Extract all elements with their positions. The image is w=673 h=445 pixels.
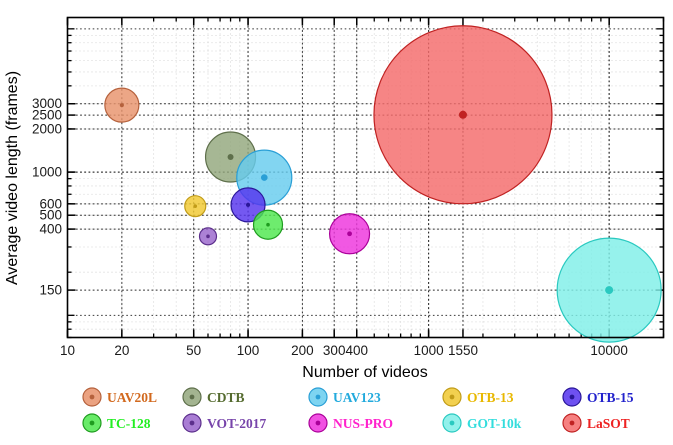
legend-label: OTB-13: [467, 390, 514, 405]
data-point-got-10k: [556, 237, 662, 343]
legend-label: VOT-2017: [207, 416, 266, 431]
data-point-center: [605, 286, 614, 295]
y-axis-title: Average video length (frames): [4, 71, 21, 285]
data-point-center: [246, 202, 251, 207]
data-point-otb-15: [230, 187, 266, 223]
y-tick-label: 150: [39, 283, 62, 298]
y-tick-label: 2500: [32, 108, 62, 123]
x-tick-label: 20: [114, 343, 129, 358]
legend-marker-center: [569, 420, 575, 426]
legend-item-got-10k[interactable]: GOT-10k: [442, 413, 522, 433]
legend-marker-center: [315, 394, 321, 400]
data-point-vot-2017: [198, 227, 218, 246]
y-tick-label: 600: [39, 196, 62, 211]
y-tick-label: 2000: [32, 121, 62, 136]
x-tick-label: 50: [186, 343, 201, 358]
x-tick-label: 100: [237, 343, 260, 358]
data-point-center: [193, 204, 198, 208]
chart-legend: UAV20L CDTB UAV123 OTB-13 OTB-15 TC-128 VOT-20…: [82, 387, 634, 433]
legend-marker-center: [449, 394, 455, 400]
y-tick-label: 1000: [32, 165, 62, 180]
legend-label: LaSOT: [587, 416, 630, 431]
x-axis-title: Number of videos: [302, 364, 427, 381]
legend-marker-center: [449, 420, 455, 426]
legend-marker-center: [189, 420, 195, 426]
legend-marker-center: [189, 394, 195, 400]
legend-item-otb-15[interactable]: OTB-15: [562, 387, 634, 407]
data-points: [104, 25, 662, 343]
data-point-center: [458, 110, 467, 119]
x-tick-label: 10: [60, 343, 75, 358]
legend-item-tc-128[interactable]: TC-128: [82, 413, 151, 433]
data-point-center: [266, 222, 270, 227]
legend-item-nus-pro[interactable]: NUS-PRO: [308, 413, 393, 433]
data-point-otb-13: [184, 195, 207, 218]
x-tick-label: 1550: [448, 343, 478, 358]
legend-label: NUS-PRO: [333, 416, 393, 431]
legend-item-uav123[interactable]: UAV123: [308, 387, 381, 407]
legend-item-lasot[interactable]: LaSOT: [562, 413, 630, 433]
y-tick-label: 500: [39, 208, 62, 223]
y-tick-label: 400: [39, 222, 62, 237]
axis-frame: [66, 16, 665, 339]
legend-label: GOT-10k: [467, 416, 522, 431]
data-point-center: [119, 103, 124, 108]
legend-item-otb-13[interactable]: OTB-13: [442, 387, 514, 407]
legend-label: TC-128: [107, 416, 151, 431]
data-point-center: [206, 234, 210, 239]
x-tick-label: 10000: [590, 343, 628, 358]
x-tick-label: 400: [345, 343, 368, 358]
data-point-center: [227, 154, 234, 161]
legend-label: UAV123: [333, 390, 381, 405]
tick-labels: 10 20 50 100 200 300 400 1000 1550 10000300025002…: [32, 96, 628, 358]
legend-marker-center: [569, 394, 575, 400]
x-tick-label: 300: [323, 343, 346, 358]
data-point-center: [347, 231, 352, 237]
legend-label: OTB-15: [587, 390, 634, 405]
legend-label: CDTB: [207, 390, 245, 405]
legend-marker-center: [89, 394, 95, 400]
data-point-uav20l: [104, 87, 140, 123]
x-tick-label: 1000: [414, 343, 444, 358]
data-point-tc-128: [252, 209, 284, 240]
legend-item-uav20l[interactable]: UAV20L: [82, 387, 157, 407]
legend-item-vot-2017[interactable]: VOT-2017: [182, 413, 266, 433]
data-point-nus-pro: [328, 213, 371, 255]
data-point-center: [260, 174, 268, 181]
y-tick-label: 3000: [32, 96, 62, 111]
x-tick-label: 200: [291, 343, 314, 358]
legend-item-cdtb[interactable]: CDTB: [182, 387, 245, 407]
legend-marker-center: [315, 420, 321, 426]
data-point-lasot: [373, 25, 553, 205]
legend-marker-center: [89, 420, 95, 426]
legend-label: UAV20L: [107, 390, 157, 405]
